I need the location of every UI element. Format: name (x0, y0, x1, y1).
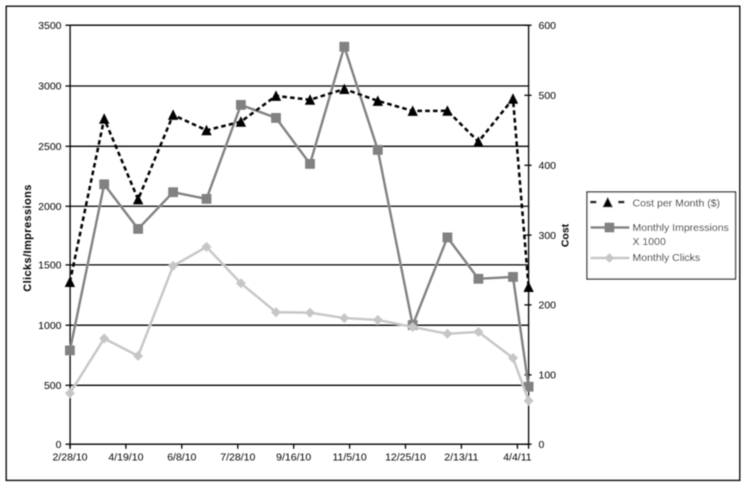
svg-text:12/25/10: 12/25/10 (385, 452, 426, 464)
svg-text:3500: 3500 (38, 20, 62, 32)
svg-text:500: 500 (44, 380, 62, 392)
svg-text:300: 300 (539, 230, 557, 242)
svg-text:100: 100 (539, 370, 557, 382)
svg-text:4/19/10: 4/19/10 (108, 452, 143, 464)
svg-text:Monthly Impressions: Monthly Impressions (633, 222, 729, 234)
svg-text:Monthly Clicks: Monthly Clicks (633, 252, 701, 264)
svg-text:200: 200 (539, 300, 557, 312)
svg-text:X 1000: X 1000 (633, 236, 666, 248)
svg-text:11/5/10: 11/5/10 (332, 452, 366, 464)
svg-text:Cost per Month ($): Cost per Month ($) (633, 197, 721, 209)
svg-text:500: 500 (539, 90, 557, 102)
svg-text:600: 600 (539, 20, 557, 32)
svg-text:2/28/10: 2/28/10 (52, 452, 87, 464)
svg-text:1500: 1500 (38, 260, 62, 272)
svg-text:0: 0 (56, 439, 62, 451)
svg-text:1000: 1000 (38, 320, 62, 332)
svg-text:Clicks/Impressions: Clicks/Impressions (22, 184, 34, 291)
svg-text:Cost: Cost (560, 223, 572, 247)
svg-text:7/28/10: 7/28/10 (220, 452, 255, 464)
svg-text:2/13/11: 2/13/11 (444, 452, 478, 464)
svg-text:4/4/11: 4/4/11 (503, 452, 532, 464)
svg-text:6/8/10: 6/8/10 (167, 452, 196, 464)
svg-text:2000: 2000 (38, 201, 62, 213)
svg-text:2500: 2500 (38, 141, 62, 153)
svg-text:3000: 3000 (38, 81, 62, 93)
svg-text:9/16/10: 9/16/10 (276, 452, 311, 464)
svg-text:400: 400 (539, 160, 557, 172)
svg-text:0: 0 (539, 439, 545, 451)
